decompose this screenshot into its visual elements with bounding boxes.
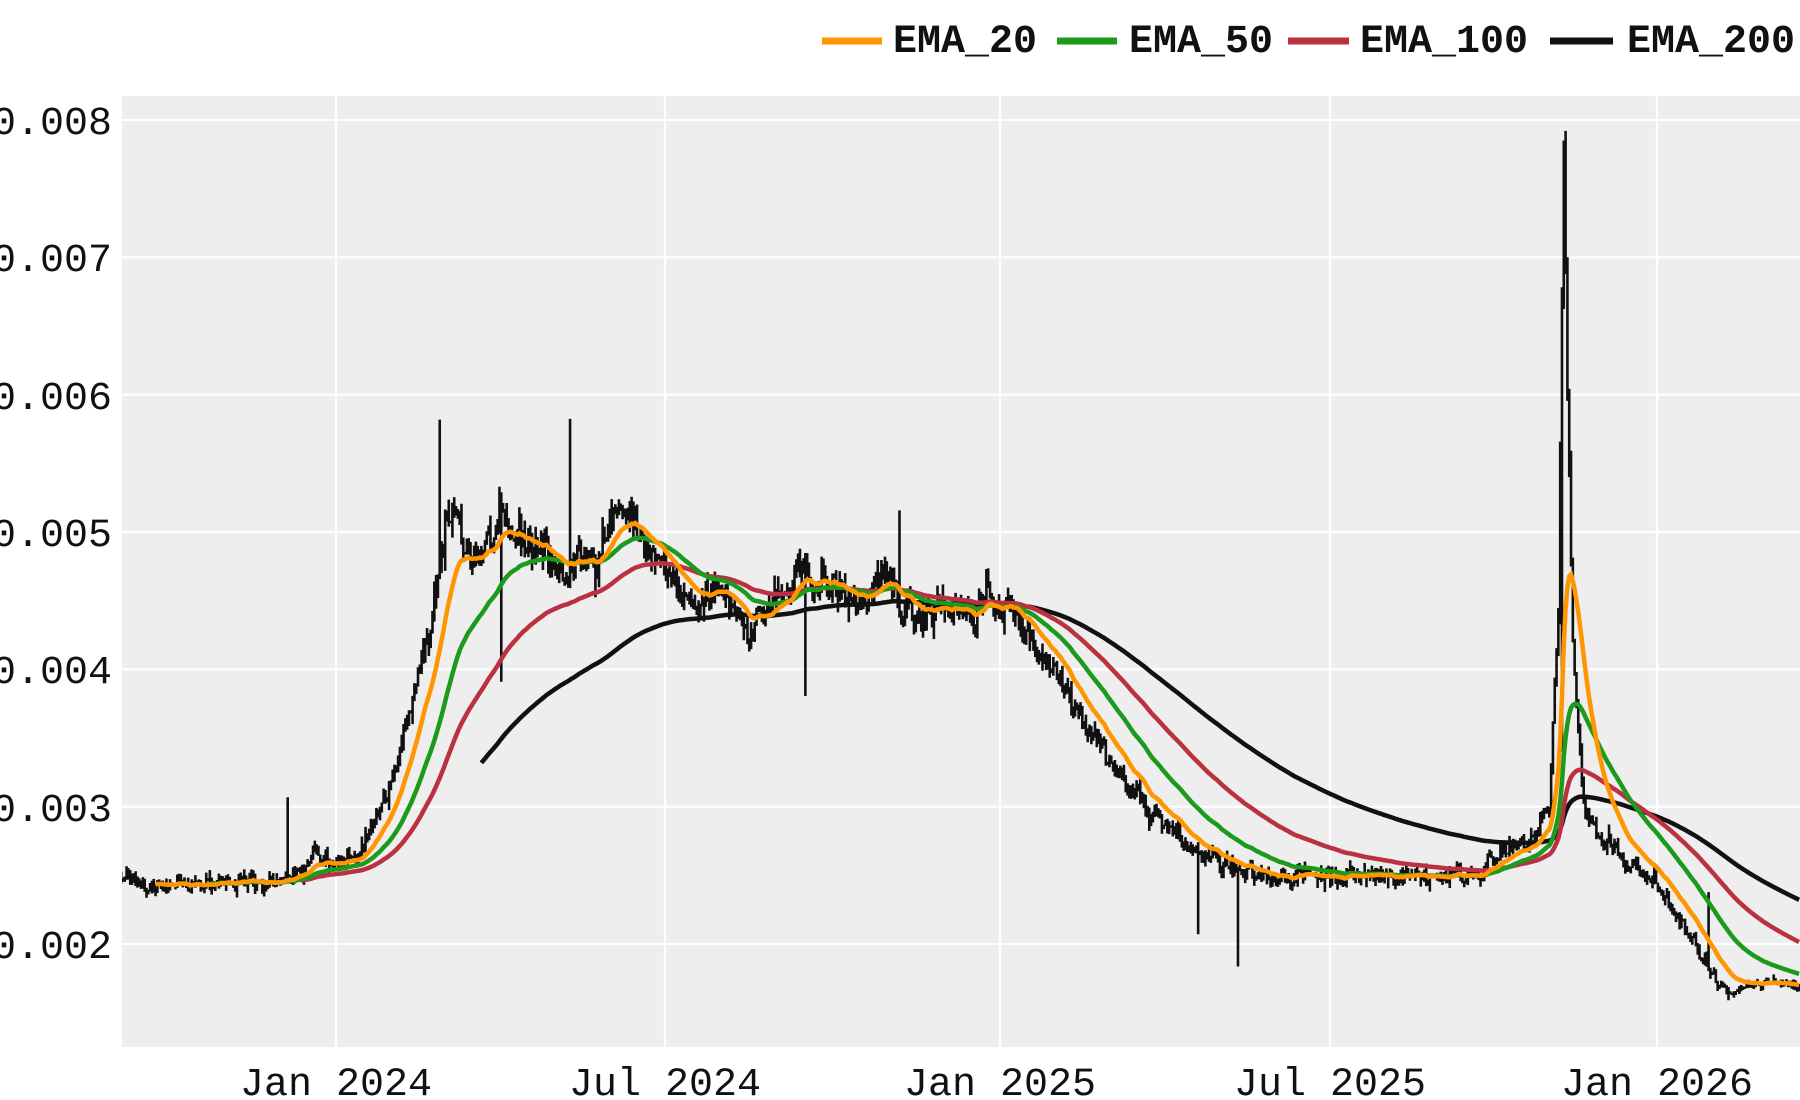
svg-text:Jan 2026: Jan 2026: [1561, 1063, 1753, 1100]
svg-text:Jan 2024: Jan 2024: [240, 1063, 432, 1100]
svg-text:EMA_100: EMA_100: [1360, 20, 1528, 65]
svg-text:Jan 2025: Jan 2025: [904, 1063, 1096, 1100]
svg-text:0.003: 0.003: [0, 789, 112, 834]
svg-text:Jul 2024: Jul 2024: [569, 1063, 761, 1100]
svg-text:0.005: 0.005: [0, 514, 112, 559]
svg-text:EMA_20: EMA_20: [893, 20, 1037, 65]
svg-text:0.004: 0.004: [0, 651, 112, 696]
svg-text:EMA_50: EMA_50: [1129, 20, 1273, 65]
svg-text:0.006: 0.006: [0, 377, 112, 422]
svg-text:0.002: 0.002: [0, 926, 112, 971]
svg-text:EMA_200: EMA_200: [1627, 20, 1795, 65]
svg-text:0.008: 0.008: [0, 102, 112, 147]
svg-text:0.007: 0.007: [0, 239, 112, 284]
svg-text:Jul 2025: Jul 2025: [1234, 1063, 1426, 1100]
